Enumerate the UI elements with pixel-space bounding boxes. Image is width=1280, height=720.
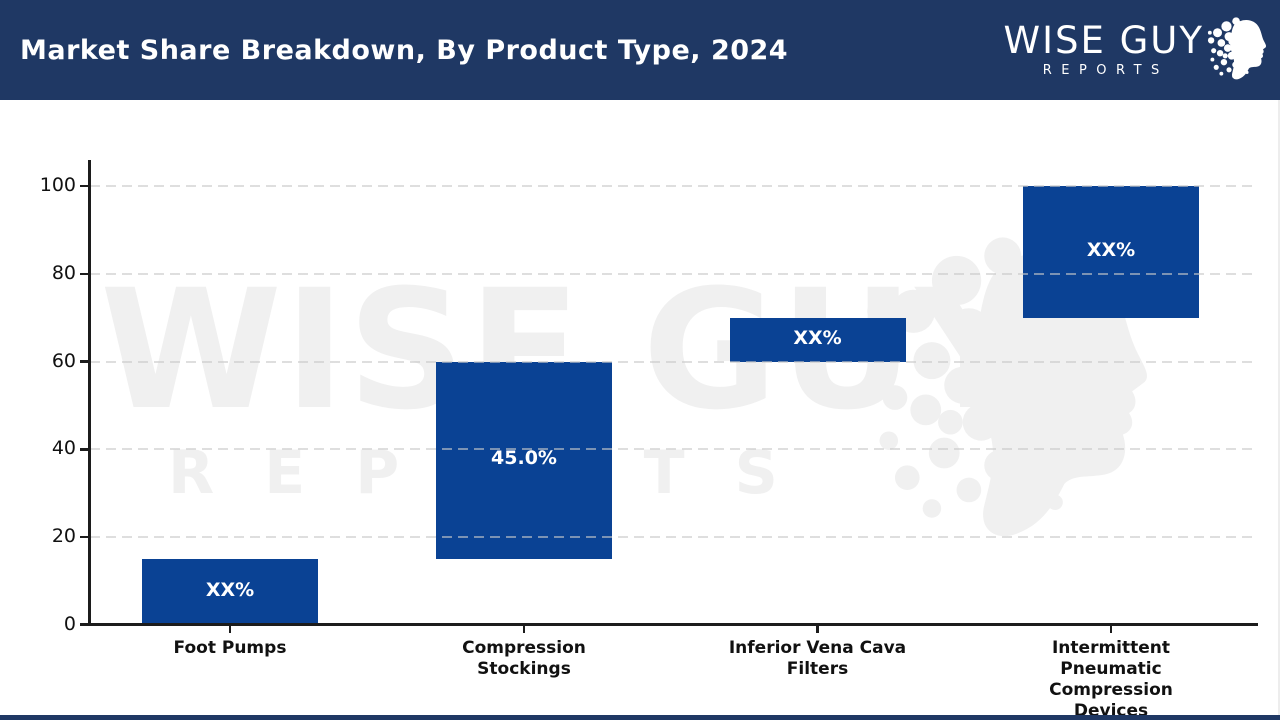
- wiseguy-logo: WISE GUY REPORTS: [1004, 4, 1270, 96]
- y-tick-20: [80, 535, 89, 539]
- y-tick-0: [80, 623, 89, 627]
- gridline-40: [90, 448, 1258, 451]
- bar-value-label: 45.0%: [491, 447, 557, 470]
- y-axis-line: [88, 160, 91, 626]
- x-tick-inferior-vena-cava-filters: [816, 625, 819, 633]
- gridline-80: [90, 272, 1258, 275]
- bar-value-label: XX%: [1086, 238, 1136, 261]
- y-tick-label: 20: [51, 525, 76, 548]
- y-tick-label: 40: [51, 437, 76, 460]
- bar-foot-pumps: [142, 559, 318, 625]
- bar-inferior-vena-cava-filters: [729, 317, 906, 362]
- y-tick-label: 60: [51, 349, 76, 372]
- y-tick-60: [80, 360, 89, 363]
- y-tick-label: 100: [39, 174, 76, 196]
- x-tick-foot-pumps: [228, 625, 232, 633]
- y-tick-80: [80, 272, 89, 276]
- x-category-label: Inferior Vena Cava Filters: [728, 638, 907, 679]
- logo-face-icon: [1206, 11, 1270, 89]
- x-category-label: Foot Pumps: [173, 638, 287, 658]
- gridline-100: [90, 185, 1258, 187]
- y-tick-label: 0: [63, 613, 76, 635]
- bar-value-label: XX%: [793, 326, 842, 349]
- y-tick-label: 80: [51, 261, 76, 284]
- x-category-label: Compression Stockings: [462, 638, 586, 679]
- y-tick-40: [80, 448, 89, 451]
- y-tick-100: [80, 184, 89, 188]
- bar-compression-stockings: [436, 361, 612, 560]
- x-category-label: Intermittent Pneumatic Compression Devic…: [1049, 638, 1173, 720]
- gridline-60: [90, 360, 1258, 363]
- chart-title: Market Share Breakdown, By Product Type,…: [20, 34, 789, 66]
- bar-intermittent-pneumatic-compression-devices: [1023, 186, 1199, 318]
- logo-wordmark: WISE GUY: [1003, 19, 1204, 63]
- x-tick-intermittent-pneumatic-compression-devices: [1109, 625, 1113, 633]
- gridline-20: [90, 536, 1258, 539]
- header: Market Share Breakdown, By Product Type,…: [0, 0, 1280, 100]
- x-tick-compression-stockings: [522, 625, 526, 633]
- bar-value-label: XX%: [205, 579, 255, 602]
- bottom-bar: [0, 715, 1280, 720]
- logo-subtext: REPORTS: [1042, 62, 1169, 78]
- x-axis-line: [80, 623, 1258, 626]
